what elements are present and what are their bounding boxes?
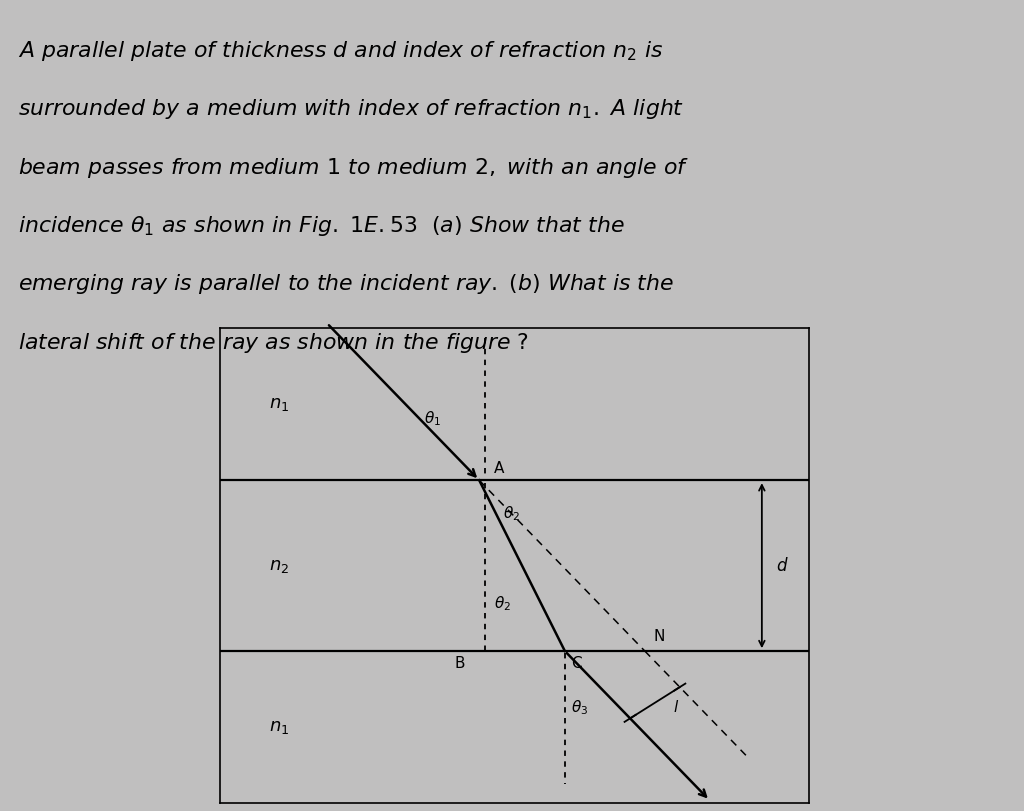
Text: $n_1$: $n_1$ bbox=[269, 718, 289, 736]
Text: $l$: $l$ bbox=[673, 699, 679, 715]
Text: $beam\ passes\ from\ medium\ 1\ to\ medium\ 2,\ with\ an\ angle\ of$: $beam\ passes\ from\ medium\ 1\ to\ medi… bbox=[18, 156, 690, 180]
Text: $n_2$: $n_2$ bbox=[269, 556, 289, 575]
Text: $\theta_2$: $\theta_2$ bbox=[494, 594, 511, 613]
Text: N: N bbox=[653, 629, 665, 644]
Text: $\theta_3$: $\theta_3$ bbox=[570, 698, 588, 717]
Text: $\theta_2$: $\theta_2$ bbox=[503, 504, 520, 523]
Text: $incidence\ \theta_1\ as\ shown\ in\ Fig.\ 1E.53\ \ (a)\ Show\ that\ the$: $incidence\ \theta_1\ as\ shown\ in\ Fig… bbox=[18, 214, 625, 238]
Text: $n_1$: $n_1$ bbox=[269, 396, 289, 414]
Text: B: B bbox=[454, 656, 465, 671]
Text: $A\ parallel\ plate\ of\ thickness\ d\ and\ index\ of\ refraction\ n_2\ is$: $A\ parallel\ plate\ of\ thickness\ d\ a… bbox=[18, 39, 664, 63]
Text: $\theta_1$: $\theta_1$ bbox=[424, 410, 440, 428]
Text: d: d bbox=[776, 556, 787, 575]
Text: $surrounded\ by\ a\ medium\ with\ index\ of\ refraction\ n_1.\ A\ light$: $surrounded\ by\ a\ medium\ with\ index\… bbox=[18, 97, 685, 122]
Text: A: A bbox=[494, 461, 505, 475]
Text: $emerging\ ray\ is\ parallel\ to\ the\ incident\ ray.\ (b)\ What\ is\ the$: $emerging\ ray\ is\ parallel\ to\ the\ i… bbox=[18, 272, 675, 297]
Text: $lateral\ shift\ of\ the\ ray\ as\ shown\ in\ the\ figure\ ?$: $lateral\ shift\ of\ the\ ray\ as\ shown… bbox=[18, 331, 529, 355]
Text: C: C bbox=[570, 656, 582, 671]
